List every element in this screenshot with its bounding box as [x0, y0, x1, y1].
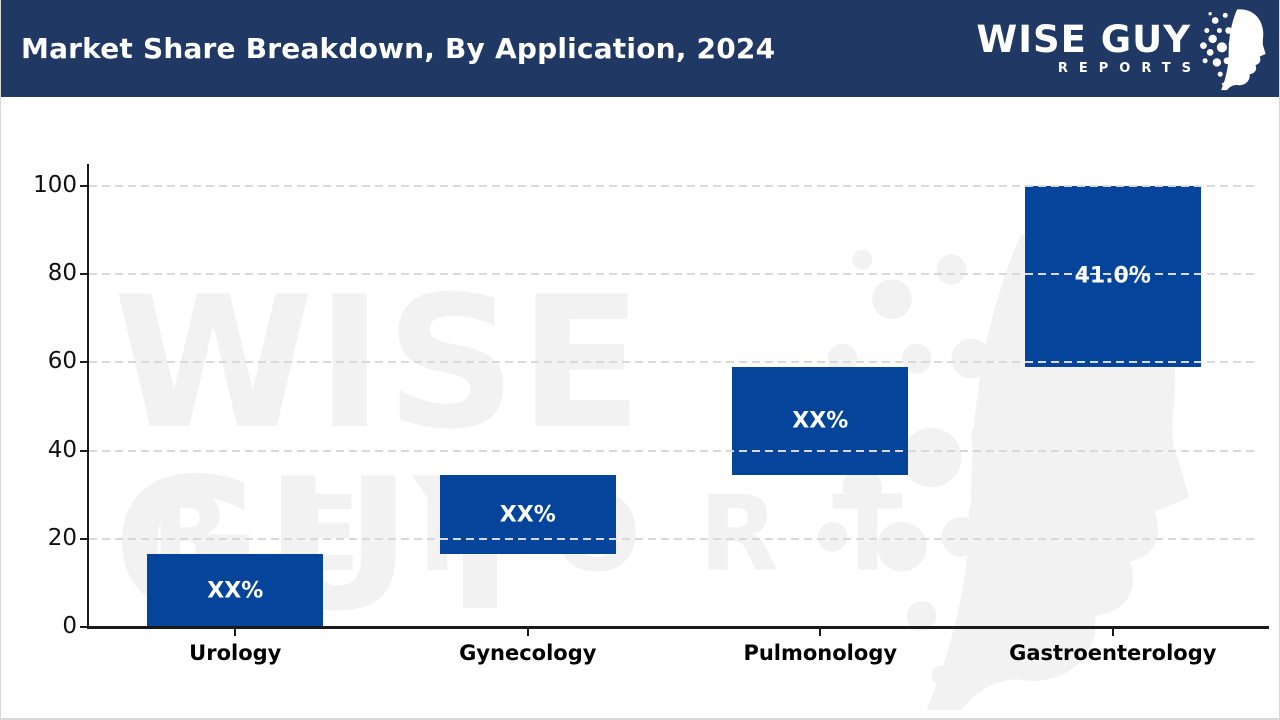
bar-urology [147, 554, 324, 627]
gridline-40 [89, 449, 1259, 452]
x-tickmark [526, 627, 529, 636]
y-tickmark [80, 537, 89, 540]
y-tick-label: 100 [33, 172, 77, 198]
y-tickmark [80, 361, 89, 364]
y-tick-label: 80 [47, 260, 77, 287]
x-category-label-gynecology: Gynecology [459, 641, 597, 665]
x-tickmark [234, 627, 237, 636]
header-bar: Market Share Breakdown, By Application, … [1, 0, 1279, 97]
gridline-20 [89, 537, 1259, 540]
gridline-100 [89, 185, 1259, 187]
x-category-label-pulmonology: Pulmonology [743, 641, 898, 665]
y-tick-label: 60 [47, 348, 77, 375]
bar-value-label: XX% [499, 502, 556, 528]
y-tickmark [80, 273, 89, 276]
logo-face-icon [1200, 8, 1266, 90]
bar-value-label: XX% [207, 578, 264, 604]
logo-wordmark: WISE GUY REPORTS [976, 21, 1191, 76]
x-tickmark [819, 627, 822, 636]
bar-value-label: 41.0% [1074, 263, 1151, 289]
x-category-label-urology: Urology [189, 641, 282, 665]
y-tick-label: 20 [47, 524, 77, 551]
logo-wordmark-line1: WISE GUY [976, 18, 1191, 61]
y-tickmark [80, 185, 89, 187]
y-tickmark [80, 626, 89, 628]
logo-wordmark-line2: REPORTS [1057, 61, 1202, 76]
y-tick-label: 0 [62, 613, 77, 639]
x-category-label-gastroenterology: Gastroenterology [1009, 641, 1217, 665]
y-tickmark [80, 449, 89, 452]
wiseguy-logo: WISE GUY REPORTS [976, 7, 1279, 91]
y-tick-label: 40 [47, 436, 77, 463]
bar-value-label: XX% [792, 408, 849, 434]
chart-title: Market Share Breakdown, By Application, … [21, 32, 776, 65]
x-axis-line [87, 626, 1269, 629]
y-axis-line [87, 163, 89, 629]
gridline-60 [89, 361, 1259, 364]
bar-gynecology [439, 474, 616, 555]
gridline-80 [89, 273, 1259, 276]
